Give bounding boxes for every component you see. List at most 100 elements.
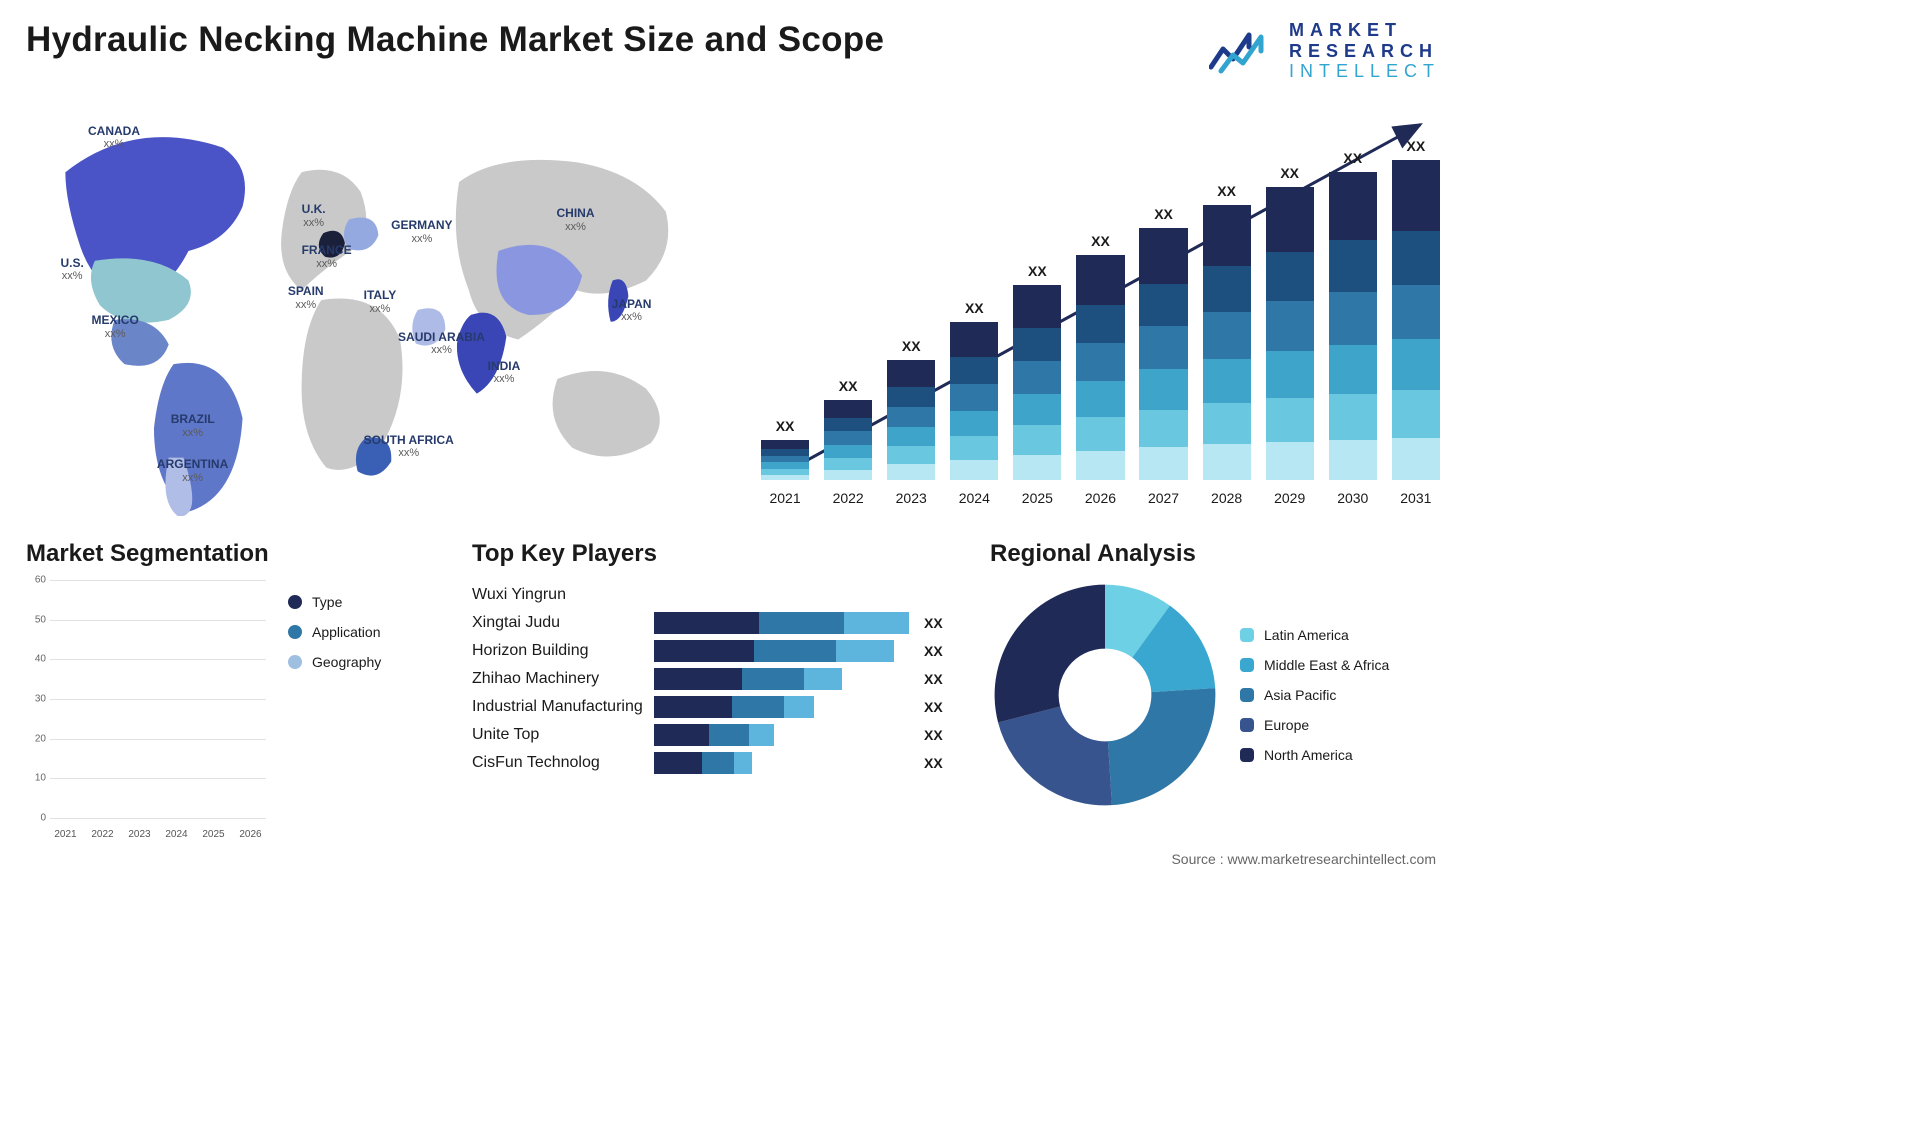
growth-bar-value: XX [761, 418, 809, 434]
growth-bars-wrap: XXXXXXXXXXXXXXXXXXXXXX [761, 126, 1440, 480]
top-row: CANADAxx%U.S.xx%MEXICOxx%BRAZILxx%ARGENT… [26, 104, 1440, 516]
growth-bars: XXXXXXXXXXXXXXXXXXXXXX [761, 126, 1440, 480]
keyplayer-value: XX [924, 615, 964, 631]
segmentation-ytick: 10 [35, 773, 46, 784]
growth-chart-panel: XXXXXXXXXXXXXXXXXXXXXX 20212022202320242… [751, 104, 1440, 516]
growth-bar-seg [1139, 326, 1187, 369]
growth-xtick: 2028 [1203, 490, 1251, 506]
header: Hydraulic Necking Machine Market Size an… [26, 20, 1440, 82]
growth-bar-seg [887, 464, 935, 480]
legend-label: Asia Pacific [1264, 687, 1336, 703]
brand-line-1: MARKET [1289, 20, 1440, 41]
growth-bar-seg [1139, 369, 1187, 409]
growth-bar-seg [950, 322, 998, 357]
growth-bar-seg [887, 360, 935, 386]
map-label: SAUDI ARABIAxx% [398, 331, 485, 357]
keyplayer-bar-seg [836, 640, 894, 662]
keyplayers-panel: Top Key Players Wuxi Yingrun Xingtai Judu… [472, 540, 964, 870]
keyplayer-name: Xingtai Judu [472, 614, 644, 632]
segmentation-panel: Market Segmentation 0102030405060 202120… [26, 540, 446, 870]
segmentation-xtick: 2023 [124, 829, 155, 840]
keyplayer-row: Zhihao MachineryXX [472, 668, 964, 690]
keyplayer-value: XX [924, 727, 964, 743]
growth-bar-seg [1329, 292, 1377, 344]
growth-xtick: 2024 [950, 490, 998, 506]
growth-bar-seg [1013, 425, 1061, 454]
growth-bar-seg [1329, 345, 1377, 394]
keyplayer-bar-seg [754, 640, 836, 662]
map-label: U.K.xx% [302, 203, 326, 229]
segmentation-ytick: 40 [35, 654, 46, 665]
regional-legend-item: Europe [1240, 717, 1389, 733]
map-label: U.S.xx% [60, 257, 83, 283]
keyplayer-bar-seg [732, 696, 784, 718]
keyplayer-value: XX [924, 699, 964, 715]
keyplayer-bar-seg [654, 752, 702, 774]
segmentation-chart: 0102030405060 202120222023202420252026 [26, 580, 266, 840]
growth-bar-seg [1076, 417, 1124, 451]
keyplayer-bar-seg [654, 668, 742, 690]
keyplayer-bar-seg [654, 612, 759, 634]
growth-xtick: 2022 [824, 490, 872, 506]
keyplayer-bar [654, 640, 894, 662]
growth-bar-seg [1266, 187, 1314, 251]
growth-bar-seg [1013, 328, 1061, 361]
keyplayer-bar-seg [759, 612, 844, 634]
keyplayer-name: Wuxi Yingrun [472, 586, 644, 604]
growth-bar-value: XX [1076, 233, 1124, 249]
keyplayer-bar-seg [742, 668, 804, 690]
growth-bar-seg [887, 446, 935, 464]
growth-bar-seg [887, 387, 935, 407]
keyplayer-value: XX [924, 755, 964, 771]
keyplayers-title: Top Key Players [472, 540, 964, 568]
regional-legend: Latin AmericaMiddle East & AfricaAsia Pa… [1240, 627, 1389, 763]
growth-bar-value: XX [1392, 138, 1440, 154]
legend-label: Geography [312, 654, 381, 670]
growth-bar-value: XX [1329, 150, 1377, 166]
segmentation-legend-item: Geography [288, 654, 381, 670]
brand-text: MARKET RESEARCH INTELLECT [1289, 20, 1440, 82]
growth-bar-seg [950, 411, 998, 436]
growth-bar: XX [950, 322, 998, 480]
growth-bar-seg [1266, 442, 1314, 480]
growth-bar-seg [1392, 160, 1440, 230]
regional-title: Regional Analysis [990, 540, 1440, 568]
world-map: CANADAxx%U.S.xx%MEXICOxx%BRAZILxx%ARGENT… [26, 104, 715, 516]
regional-donut [990, 580, 1220, 810]
segmentation-xaxis: 202120222023202420252026 [50, 829, 266, 840]
growth-bar-seg [1013, 394, 1061, 425]
keyplayer-name: Zhihao Machinery [472, 670, 644, 688]
growth-bar-seg [761, 449, 809, 456]
growth-bar-seg [761, 456, 809, 463]
map-label: CHINAxx% [557, 207, 595, 233]
keyplayer-bar-seg [844, 612, 909, 634]
segmentation-ytick: 50 [35, 614, 46, 625]
growth-chart: XXXXXXXXXXXXXXXXXXXXXX 20212022202320242… [751, 104, 1440, 516]
legend-swatch [1240, 688, 1254, 702]
growth-bar-seg [1392, 231, 1440, 285]
regional-legend-item: Asia Pacific [1240, 687, 1389, 703]
growth-bar-seg [1076, 381, 1124, 417]
growth-bar-seg [1203, 266, 1251, 313]
keyplayer-row: CisFun TechnologXX [472, 752, 964, 774]
segmentation-xtick: 2022 [87, 829, 118, 840]
legend-swatch [1240, 658, 1254, 672]
map-label: MEXICOxx% [91, 314, 138, 340]
keyplayer-bar-seg [702, 752, 734, 774]
segmentation-xtick: 2021 [50, 829, 81, 840]
growth-bar-seg [1076, 305, 1124, 343]
growth-bar: XX [1139, 228, 1187, 480]
legend-swatch [288, 625, 302, 639]
growth-bar-seg [1392, 390, 1440, 438]
growth-bar-seg [1203, 312, 1251, 359]
growth-bar-seg [1139, 447, 1187, 480]
growth-bar-seg [1139, 284, 1187, 327]
growth-bar-value: XX [1203, 183, 1251, 199]
growth-bar-seg [950, 357, 998, 384]
growth-xtick: 2023 [887, 490, 935, 506]
keyplayer-bar-seg [734, 752, 752, 774]
growth-bar-value: XX [1139, 206, 1187, 222]
growth-bar-seg [1266, 351, 1314, 398]
growth-bar-seg [1203, 403, 1251, 444]
segmentation-title: Market Segmentation [26, 540, 446, 568]
